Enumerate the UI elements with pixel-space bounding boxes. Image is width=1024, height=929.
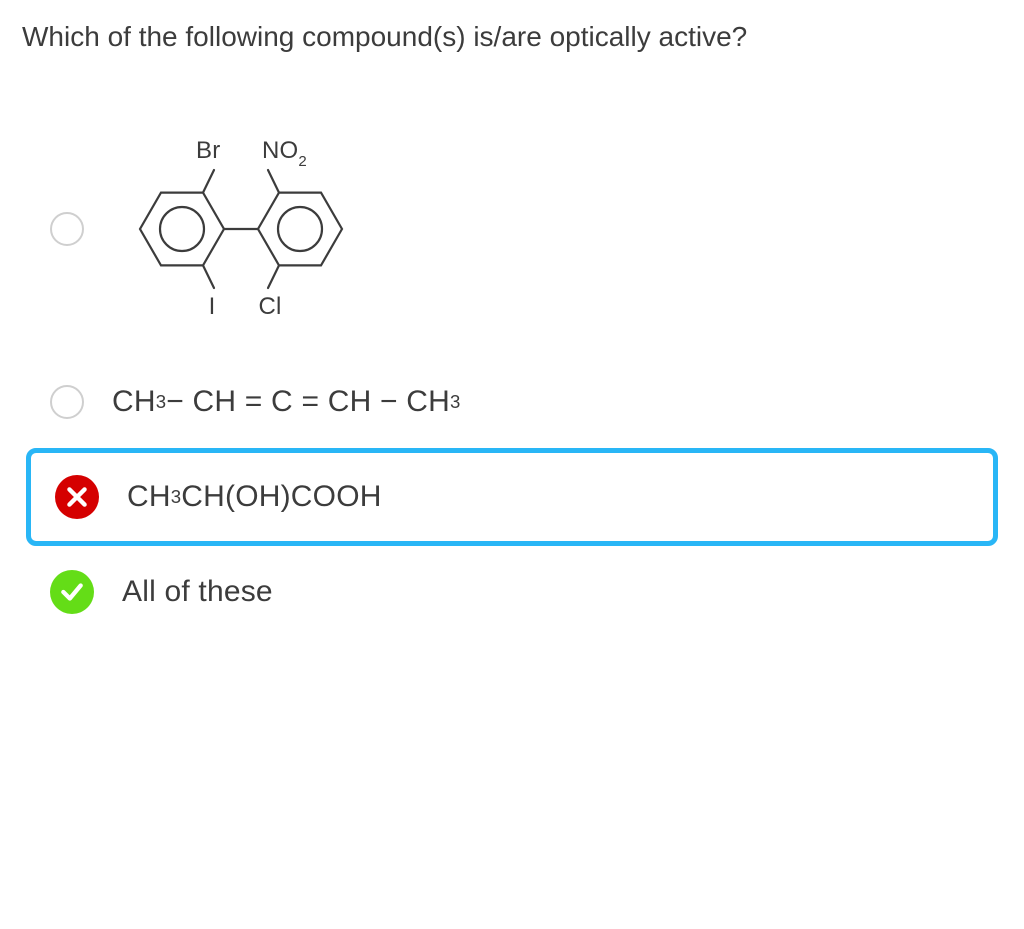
label-br: Br bbox=[196, 137, 220, 164]
ring-left bbox=[140, 192, 224, 265]
question-text: Which of the following compound(s) is/ar… bbox=[22, 18, 1002, 96]
option-b-formula: CH3 − CH = C = CH − CH3 bbox=[112, 385, 988, 419]
option-c-formula: CH3CH(OH)COOH bbox=[127, 480, 979, 514]
label-no2: NO2 bbox=[262, 137, 307, 170]
radio-unselected-icon bbox=[50, 212, 84, 246]
label-i: I bbox=[209, 293, 216, 320]
bond-cl bbox=[268, 265, 279, 288]
bond-i bbox=[203, 265, 214, 288]
ring-right bbox=[258, 192, 342, 265]
option-a[interactable]: Br I NO2 Cl bbox=[22, 96, 1002, 362]
option-d-label: All of these bbox=[122, 575, 988, 609]
wrong-icon bbox=[55, 475, 99, 519]
label-cl: Cl bbox=[258, 293, 281, 320]
option-d[interactable]: All of these bbox=[22, 552, 1002, 632]
option-c[interactable]: CH3CH(OH)COOH bbox=[26, 448, 998, 546]
bond-no2 bbox=[268, 170, 279, 193]
biphenyl-structure: Br I NO2 Cl bbox=[112, 114, 392, 344]
option-a-body: Br I NO2 Cl bbox=[112, 114, 988, 344]
correct-icon bbox=[50, 570, 94, 614]
bond-br bbox=[203, 170, 214, 193]
option-b[interactable]: CH3 − CH = C = CH − CH3 bbox=[22, 362, 1002, 442]
radio-unselected-icon bbox=[50, 385, 84, 419]
options-list: Br I NO2 Cl CH3 − CH = C = CH − CH3 CH3C… bbox=[22, 96, 1002, 632]
